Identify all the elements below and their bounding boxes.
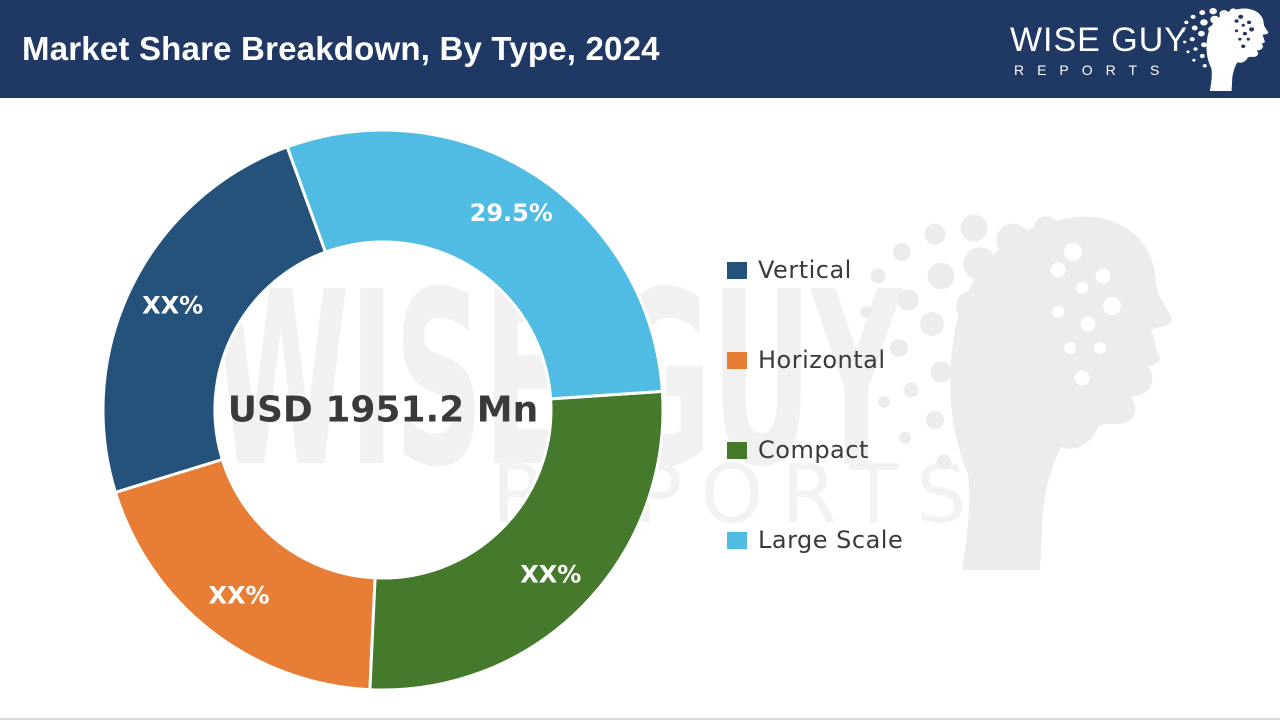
legend-label-horizontal: Horizontal: [758, 346, 886, 374]
legend-item-horizontal: Horizontal: [727, 346, 903, 374]
slice-horizontal: [113, 458, 377, 692]
slice-large-scale: [285, 128, 664, 401]
logo-face-icon: [1181, 8, 1269, 91]
legend-swatch-large-scale: [727, 531, 747, 549]
logo-subtitle: REPORTS: [1013, 62, 1173, 78]
legend-label-large-scale: Large Scale: [758, 526, 904, 554]
donut-chart: XX% XX% XX% 29.5%: [101, 128, 665, 692]
slice-compact: [368, 389, 665, 692]
slice-vertical: [101, 145, 327, 494]
chart-legend: Vertical Horizontal Compact Large Scale: [727, 256, 903, 554]
header-bar: Market Share Breakdown, By Type, 2024 WI…: [0, 0, 1280, 98]
legend-label-vertical: Vertical: [758, 256, 852, 284]
logo-wordmark: WISE GUY: [1009, 21, 1188, 59]
slice-label-horizontal: XX%: [208, 582, 269, 610]
slice-label-large-scale: 29.5%: [470, 199, 553, 227]
legend-swatch-horizontal: [727, 351, 747, 369]
legend-item-vertical: Vertical: [727, 256, 903, 284]
legend-label-compact: Compact: [758, 436, 869, 464]
legend-swatch-vertical: [727, 261, 747, 279]
slice-label-vertical: XX%: [142, 291, 203, 319]
bottom-divider: [0, 718, 1280, 720]
chart-area: WISE GUY REPORTS XX% XX% XX% 29.5% USD 1951…: [0, 98, 1280, 718]
chart-center-value: USD 1951.2 Mn: [227, 389, 539, 431]
legend-item-large-scale: Large Scale: [727, 526, 903, 554]
chart-title: Market Share Breakdown, By Type, 2024: [22, 30, 660, 67]
slice-label-compact: XX%: [520, 561, 581, 589]
legend-swatch-compact: [727, 441, 747, 459]
wise-guy-logo: WISE GUY REPORTS: [1010, 0, 1270, 98]
logo-text: WISE GUY REPORTS: [1010, 20, 1188, 78]
legend-item-compact: Compact: [727, 436, 903, 464]
